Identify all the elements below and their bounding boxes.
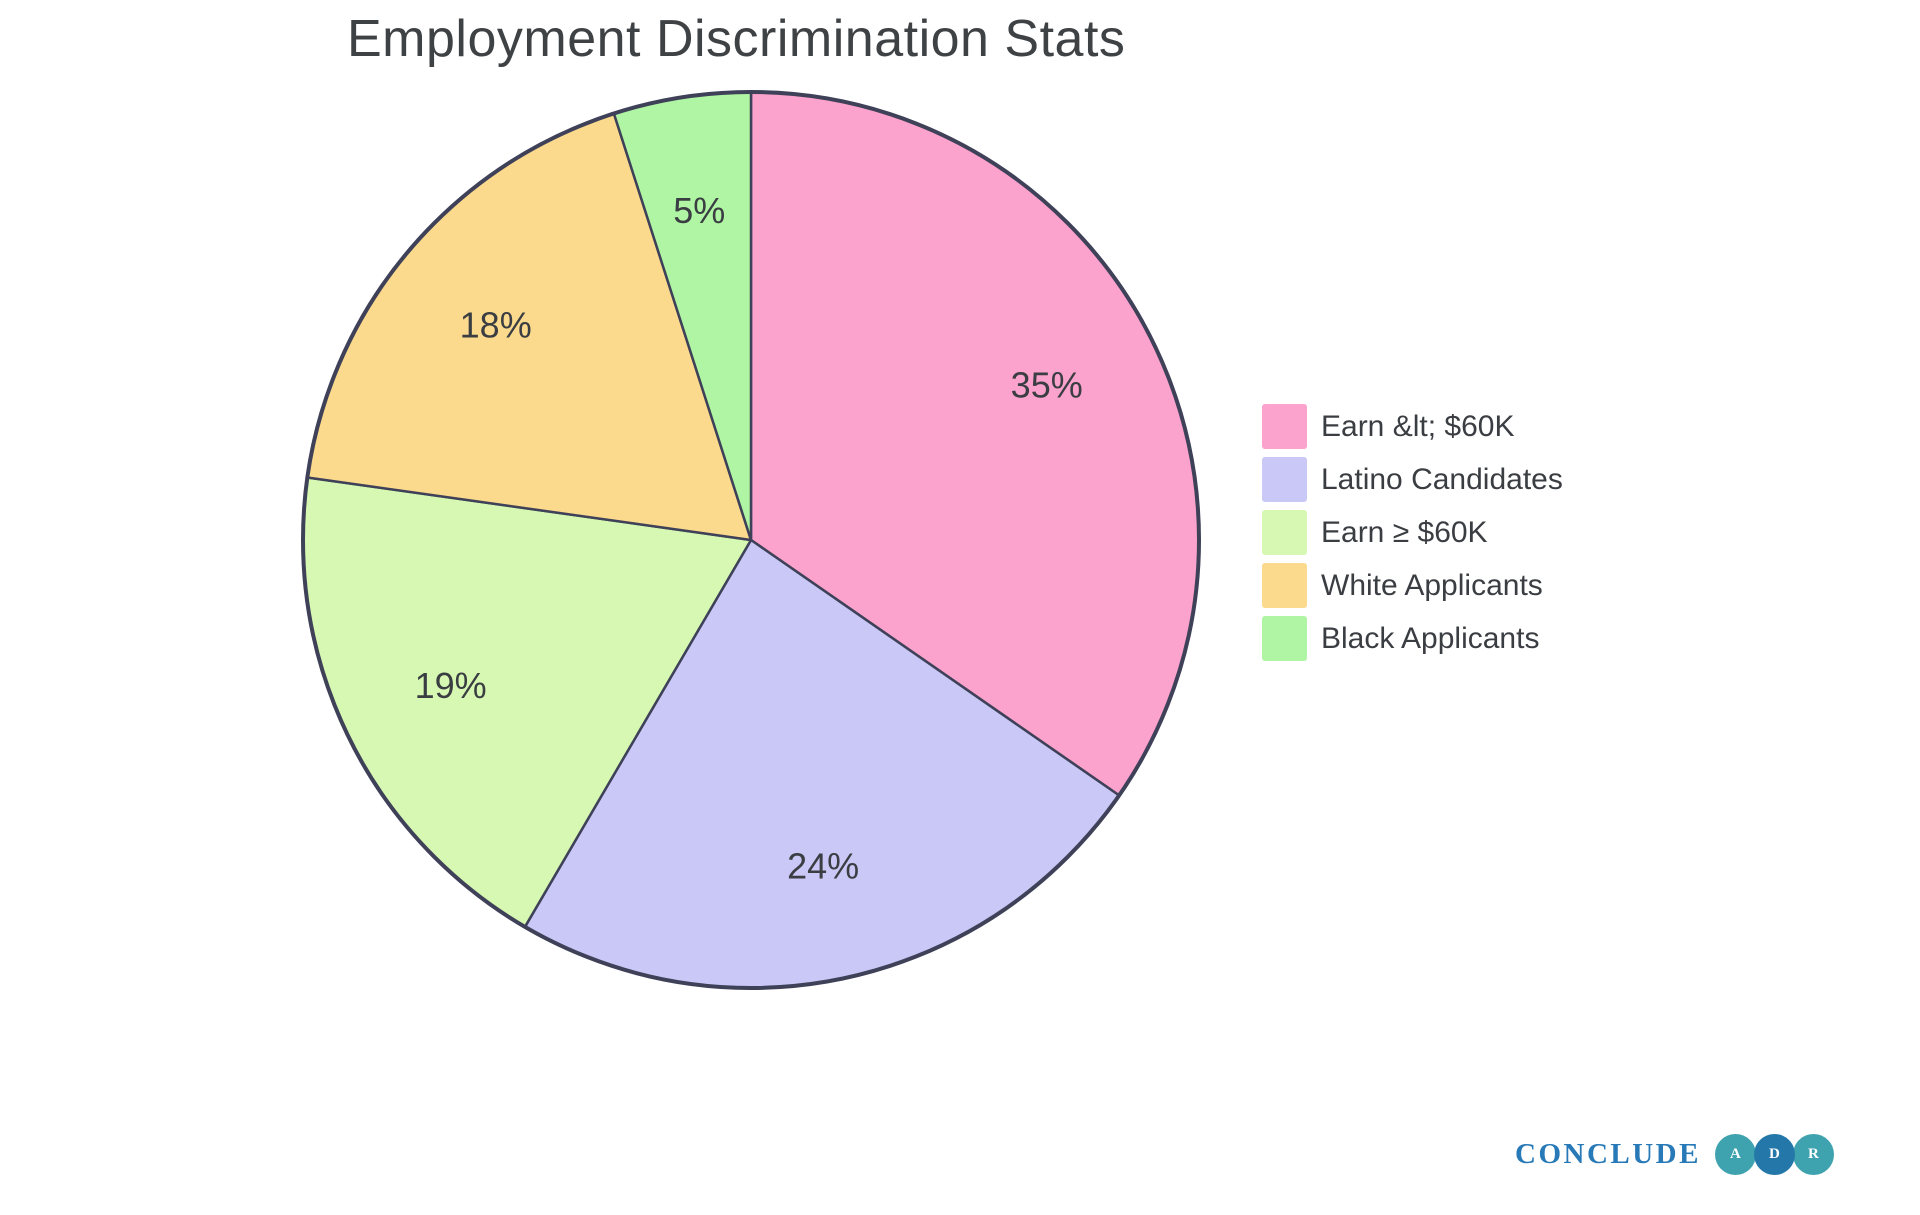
- slice-percent-label: 5%: [673, 190, 725, 231]
- slice-percent-label: 35%: [1011, 365, 1083, 406]
- legend-label: Earn &lt; $60K: [1321, 409, 1515, 443]
- slice-percent-label: 24%: [787, 845, 859, 886]
- legend-item[interactable]: Earn &lt; $60K: [1262, 404, 1563, 449]
- legend-item[interactable]: White Applicants: [1262, 563, 1563, 608]
- legend-swatch: [1262, 563, 1307, 608]
- legend-item[interactable]: Earn ≥ $60K: [1262, 510, 1563, 555]
- legend-label: Latino Candidates: [1321, 462, 1563, 496]
- legend-swatch: [1262, 510, 1307, 555]
- badge-letter: D: [1769, 1146, 1780, 1162]
- chart-title: Employment Discrimination Stats: [347, 10, 1126, 68]
- legend-item[interactable]: Latino Candidates: [1262, 457, 1563, 502]
- legend: Earn &lt; $60K Latino Candidates Earn ≥ …: [1262, 404, 1563, 661]
- slice-percent-label: 18%: [460, 305, 532, 346]
- legend-label: White Applicants: [1321, 568, 1543, 602]
- legend-swatch: [1262, 457, 1307, 502]
- logo-badge-r: R: [1792, 1134, 1834, 1175]
- legend-item[interactable]: Black Applicants: [1262, 616, 1563, 661]
- legend-label: Black Applicants: [1321, 621, 1540, 655]
- pie-outline: [301, 90, 1201, 990]
- logo-badge-d: D: [1753, 1134, 1795, 1175]
- brand-logo[interactable]: CONCLUDE A D R: [1515, 1134, 1834, 1175]
- slice-percent-label: 19%: [415, 665, 487, 706]
- badge-letter: A: [1730, 1146, 1741, 1162]
- brand-wordmark: CONCLUDE: [1515, 1138, 1701, 1170]
- legend-label: Earn ≥ $60K: [1321, 515, 1488, 549]
- logo-badge-a: A: [1714, 1134, 1756, 1175]
- legend-swatch: [1262, 404, 1307, 449]
- badge-letter: R: [1808, 1146, 1819, 1162]
- legend-swatch: [1262, 616, 1307, 661]
- brand-badges: A D R: [1714, 1134, 1834, 1175]
